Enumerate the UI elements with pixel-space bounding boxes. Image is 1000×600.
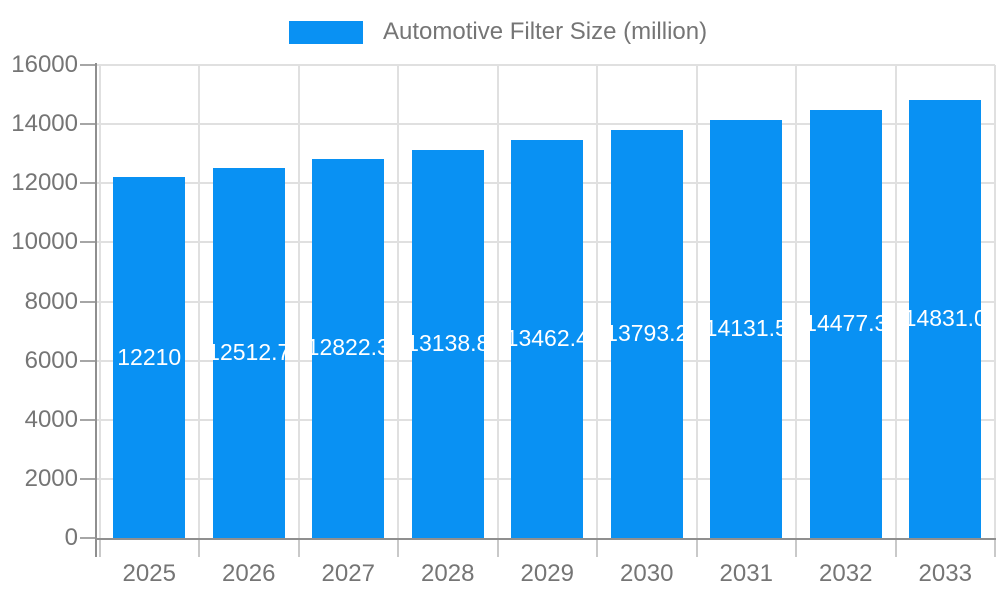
y-axis-tick [80, 64, 95, 66]
bar[interactable] [610, 130, 683, 538]
bar-value-label: 14477.3 [804, 310, 888, 336]
y-axis-tick [80, 477, 95, 480]
bar-value-label: 13138.8 [406, 329, 490, 356]
x-gridline [98, 65, 101, 538]
x-gridline [496, 65, 499, 538]
bar[interactable] [710, 120, 783, 538]
y-axis-label: 16000 [11, 51, 78, 78]
y-axis-label: 10000 [11, 228, 78, 256]
x-axis-tick [496, 538, 499, 557]
y-axis-label: 4000 [24, 405, 78, 433]
y-axis-tick [80, 537, 95, 539]
x-axis-label: 2031 [719, 560, 773, 587]
x-axis-tick [98, 538, 101, 557]
x-axis-label: 2026 [222, 560, 276, 587]
x-gridline [198, 65, 200, 538]
bar-value-label: 14831.0 [903, 304, 987, 331]
x-axis-label: 2027 [321, 560, 375, 587]
x-axis-label: 2025 [122, 560, 176, 587]
x-axis-tick [695, 538, 698, 557]
legend-label: Automotive Filter Size (million) [383, 18, 708, 45]
bar-value-label: 13462.4 [505, 325, 589, 351]
bar[interactable] [909, 99, 982, 538]
bar[interactable] [809, 110, 882, 538]
y-axis-line [95, 63, 97, 557]
x-axis-label: 2029 [520, 560, 574, 587]
x-gridline [894, 65, 897, 538]
x-axis-label: 2032 [819, 560, 873, 587]
x-gridline [297, 65, 300, 538]
x-axis-tick [795, 538, 797, 557]
x-axis-label: 2028 [421, 560, 475, 587]
legend: Automotive Filter Size (million) [289, 18, 707, 46]
x-axis-label: 2033 [918, 560, 972, 587]
y-axis-tick [80, 359, 95, 362]
bar-value-label: 13793.2 [605, 320, 689, 347]
bar-value-label: 12822.3 [306, 334, 390, 361]
x-gridline [695, 65, 698, 538]
bar-value-label: 12210 [117, 343, 182, 370]
y-axis-label: 6000 [24, 346, 78, 374]
y-axis-label: 8000 [24, 287, 78, 315]
legend-swatch [289, 20, 363, 44]
x-axis-tick [596, 538, 598, 557]
y-axis-label: 0 [64, 524, 78, 551]
x-gridline [397, 65, 399, 538]
x-gridline [994, 65, 996, 538]
bar[interactable] [511, 140, 584, 538]
y-gridline [95, 64, 995, 66]
x-axis-tick [198, 538, 200, 557]
y-axis-tick [80, 123, 95, 126]
y-axis-label: 12000 [11, 169, 78, 197]
x-axis-label: 2030 [620, 560, 674, 587]
bar[interactable] [312, 158, 385, 538]
bar[interactable] [212, 168, 285, 538]
x-gridline [795, 65, 797, 538]
bar[interactable] [411, 149, 484, 538]
y-axis-tick [80, 300, 95, 303]
x-axis-tick [894, 538, 897, 557]
bar[interactable] [113, 177, 186, 538]
y-axis-label: 2000 [24, 464, 78, 492]
x-axis-tick [994, 538, 996, 557]
y-axis-label: 14000 [11, 110, 78, 138]
bar-value-label: 12512.7 [207, 339, 291, 366]
y-gridline [95, 123, 995, 126]
bar-value-label: 14131.5 [704, 315, 788, 342]
x-axis-tick [397, 538, 399, 557]
y-axis-tick [80, 182, 95, 185]
x-axis-line [95, 538, 996, 540]
y-axis-tick [80, 418, 95, 421]
y-axis-tick [80, 241, 95, 244]
x-axis-tick [297, 538, 300, 557]
x-gridline [596, 65, 598, 538]
